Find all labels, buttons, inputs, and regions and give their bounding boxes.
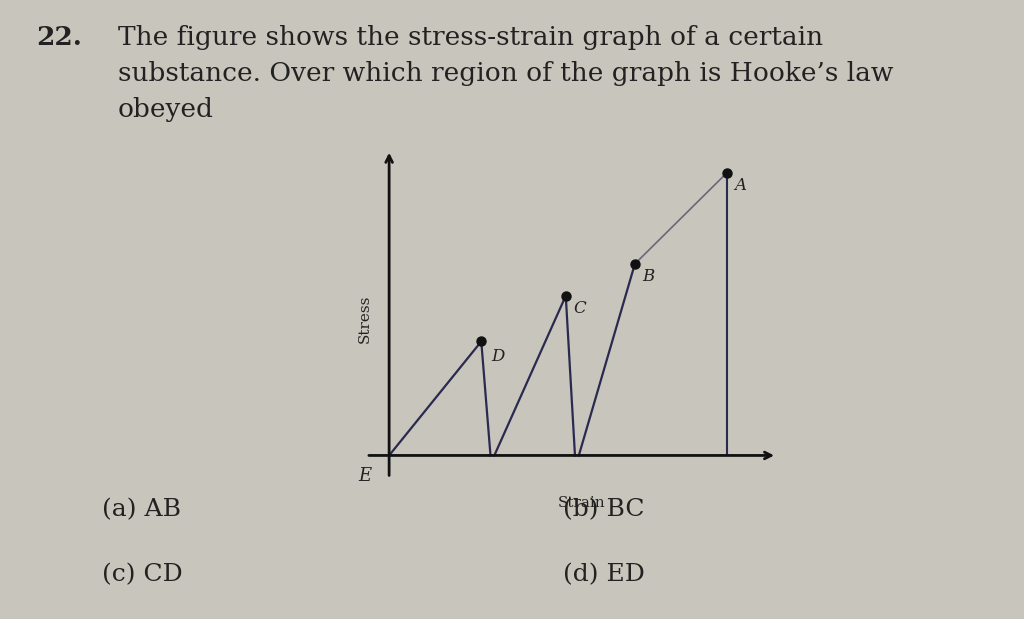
Text: E: E [358, 467, 371, 485]
Text: (d) ED: (d) ED [563, 563, 645, 586]
Text: D: D [492, 348, 505, 365]
Text: Strain: Strain [557, 496, 605, 510]
Text: C: C [573, 300, 586, 318]
Text: (c) CD: (c) CD [102, 563, 183, 586]
Text: (a) AB: (a) AB [102, 498, 181, 521]
Text: (b) BC: (b) BC [563, 498, 645, 521]
Text: A: A [735, 177, 746, 194]
Text: 22.: 22. [36, 25, 82, 50]
Text: B: B [643, 269, 654, 285]
Text: Stress: Stress [357, 295, 372, 343]
Text: The figure shows the stress-strain graph of a certain
substance. Over which regi: The figure shows the stress-strain graph… [118, 25, 893, 122]
